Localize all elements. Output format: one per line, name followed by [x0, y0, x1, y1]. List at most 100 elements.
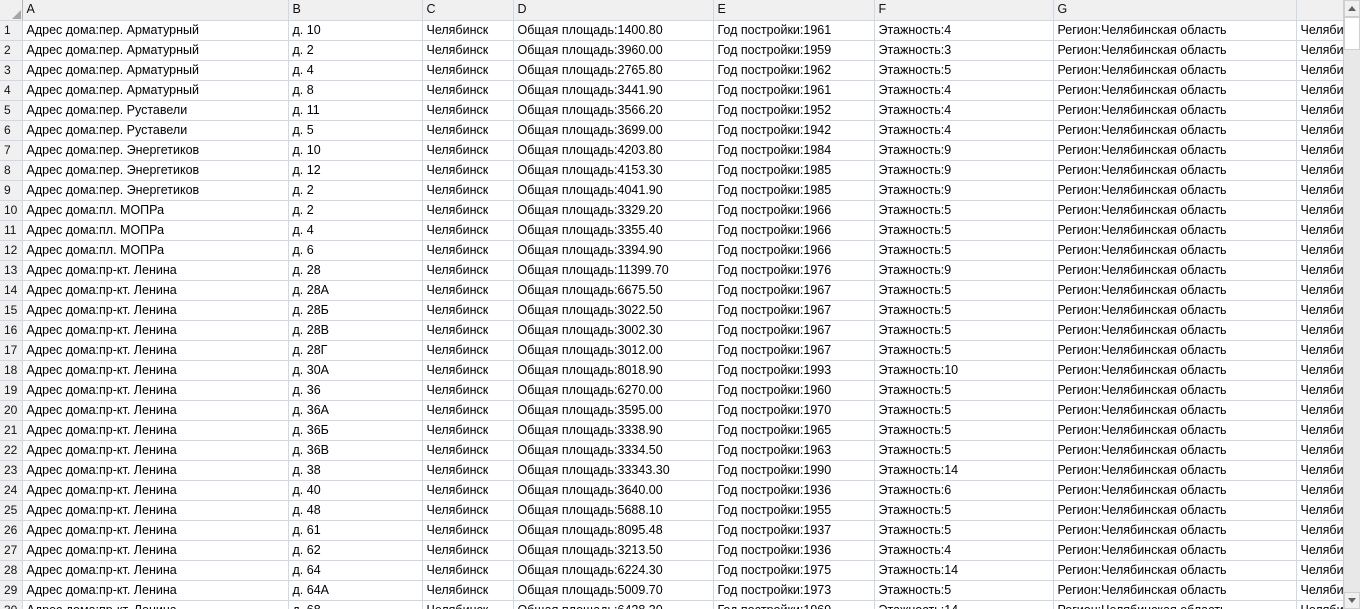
- cell-D2[interactable]: Общая площадь:3960.00: [513, 40, 714, 61]
- cell-G26[interactable]: Регион:Челябинская область: [1053, 520, 1297, 541]
- cell-G2[interactable]: Регион:Челябинская область: [1053, 40, 1297, 61]
- row-header[interactable]: 24: [0, 480, 23, 501]
- cell-H14[interactable]: Челяби: [1296, 280, 1343, 301]
- cell-E3[interactable]: Год постройки:1962: [713, 60, 875, 81]
- cell-F18[interactable]: Этажность:10: [874, 360, 1054, 381]
- cell-D22[interactable]: Общая площадь:3334.50: [513, 440, 714, 461]
- cell-E30[interactable]: Год постройки:1969: [713, 600, 875, 609]
- table-row[interactable]: 15 Адрес дома:пр-кт. Ленина д. 28Б Челябинс…: [0, 300, 1343, 321]
- table-row[interactable]: 11 Адрес дома:пл. МОПРа д. 4 Челябинск Общая…: [0, 220, 1343, 241]
- cell-F8[interactable]: Этажность:9: [874, 160, 1054, 181]
- cell-E29[interactable]: Год постройки:1973: [713, 580, 875, 601]
- cell-E10[interactable]: Год постройки:1966: [713, 200, 875, 221]
- cell-E8[interactable]: Год постройки:1985: [713, 160, 875, 181]
- table-row[interactable]: 5 Адрес дома:пер. Руставели д. 11 Челябинск…: [0, 100, 1343, 121]
- cell-A8[interactable]: Адрес дома:пер. Энергетиков: [22, 160, 289, 181]
- cell-A1[interactable]: Адрес дома:пер. Арматурный: [22, 20, 289, 41]
- cell-B7[interactable]: д. 10: [288, 140, 423, 161]
- vertical-scrollbar[interactable]: [1343, 0, 1360, 609]
- column-header-e[interactable]: E: [713, 0, 875, 21]
- cell-F23[interactable]: Этажность:14: [874, 460, 1054, 481]
- cell-D30[interactable]: Общая площадь:6428.30: [513, 600, 714, 609]
- cell-C5[interactable]: Челябинск: [422, 100, 514, 121]
- cell-H24[interactable]: Челяби: [1296, 480, 1343, 501]
- row-header[interactable]: 26: [0, 520, 23, 541]
- cell-H29[interactable]: Челяби: [1296, 580, 1343, 601]
- cell-E28[interactable]: Год постройки:1975: [713, 560, 875, 581]
- cell-F2[interactable]: Этажность:3: [874, 40, 1054, 61]
- cell-A2[interactable]: Адрес дома:пер. Арматурный: [22, 40, 289, 61]
- spreadsheet-body[interactable]: 1 Адрес дома:пер. Арматурный д. 10 Челябинс…: [0, 20, 1343, 609]
- cell-E2[interactable]: Год постройки:1959: [713, 40, 875, 61]
- table-row[interactable]: 18 Адрес дома:пр-кт. Ленина д. 30А Челябинс…: [0, 360, 1343, 381]
- cell-F28[interactable]: Этажность:14: [874, 560, 1054, 581]
- cell-B2[interactable]: д. 2: [288, 40, 423, 61]
- table-row[interactable]: 7 Адрес дома:пер. Энергетиков д. 10 Челябин…: [0, 140, 1343, 161]
- row-header[interactable]: 27: [0, 540, 23, 561]
- cell-H3[interactable]: Челяби: [1296, 60, 1343, 81]
- table-row[interactable]: 21 Адрес дома:пр-кт. Ленина д. 36Б Челябинс…: [0, 420, 1343, 441]
- cell-D13[interactable]: Общая площадь:11399.70: [513, 260, 714, 281]
- cell-A22[interactable]: Адрес дома:пр-кт. Ленина: [22, 440, 289, 461]
- table-row[interactable]: 25 Адрес дома:пр-кт. Ленина д. 48 Челябинск…: [0, 500, 1343, 521]
- table-row[interactable]: 12 Адрес дома:пл. МОПРа д. 6 Челябинск Общая…: [0, 240, 1343, 261]
- cell-B30[interactable]: д. 68: [288, 600, 423, 609]
- table-row[interactable]: 23 Адрес дома:пр-кт. Ленина д. 38 Челябинск…: [0, 460, 1343, 481]
- row-header[interactable]: 16: [0, 320, 23, 341]
- cell-F7[interactable]: Этажность:9: [874, 140, 1054, 161]
- cell-G28[interactable]: Регион:Челябинская область: [1053, 560, 1297, 581]
- row-header[interactable]: 21: [0, 420, 23, 441]
- cell-B6[interactable]: д. 5: [288, 120, 423, 141]
- cell-A10[interactable]: Адрес дома:пл. МОПРа: [22, 200, 289, 221]
- row-header[interactable]: 22: [0, 440, 23, 461]
- row-header[interactable]: 13: [0, 260, 23, 281]
- cell-A29[interactable]: Адрес дома:пр-кт. Ленина: [22, 580, 289, 601]
- cell-D12[interactable]: Общая площадь:3394.90: [513, 240, 714, 261]
- cell-C18[interactable]: Челябинск: [422, 360, 514, 381]
- cell-F5[interactable]: Этажность:4: [874, 100, 1054, 121]
- cell-A19[interactable]: Адрес дома:пр-кт. Ленина: [22, 380, 289, 401]
- cell-A15[interactable]: Адрес дома:пр-кт. Ленина: [22, 300, 289, 321]
- cell-H21[interactable]: Челяби: [1296, 420, 1343, 441]
- cell-C17[interactable]: Челябинск: [422, 340, 514, 361]
- row-header[interactable]: 3: [0, 60, 23, 81]
- cell-H22[interactable]: Челяби: [1296, 440, 1343, 461]
- cell-F27[interactable]: Этажность:4: [874, 540, 1054, 561]
- cell-H19[interactable]: Челяби: [1296, 380, 1343, 401]
- cell-C21[interactable]: Челябинск: [422, 420, 514, 441]
- table-row[interactable]: 6 Адрес дома:пер. Руставели д. 5 Челябинск О…: [0, 120, 1343, 141]
- cell-H8[interactable]: Челяби: [1296, 160, 1343, 181]
- select-all-corner[interactable]: [0, 0, 23, 21]
- cell-F20[interactable]: Этажность:5: [874, 400, 1054, 421]
- cell-H27[interactable]: Челяби: [1296, 540, 1343, 561]
- row-header[interactable]: 18: [0, 360, 23, 381]
- cell-E5[interactable]: Год постройки:1952: [713, 100, 875, 121]
- cell-H11[interactable]: Челяби: [1296, 220, 1343, 241]
- cell-H12[interactable]: Челяби: [1296, 240, 1343, 261]
- cell-F15[interactable]: Этажность:5: [874, 300, 1054, 321]
- row-header[interactable]: 6: [0, 120, 23, 141]
- cell-E14[interactable]: Год постройки:1967: [713, 280, 875, 301]
- cell-E24[interactable]: Год постройки:1936: [713, 480, 875, 501]
- cell-A27[interactable]: Адрес дома:пр-кт. Ленина: [22, 540, 289, 561]
- column-header-a[interactable]: A: [22, 0, 289, 21]
- cell-G10[interactable]: Регион:Челябинская область: [1053, 200, 1297, 221]
- cell-H25[interactable]: Челяби: [1296, 500, 1343, 521]
- cell-E16[interactable]: Год постройки:1967: [713, 320, 875, 341]
- cell-G5[interactable]: Регион:Челябинская область: [1053, 100, 1297, 121]
- table-row[interactable]: 3 Адрес дома:пер. Арматурный д. 4 Челябинск…: [0, 60, 1343, 81]
- column-header-f[interactable]: F: [874, 0, 1054, 21]
- cell-C29[interactable]: Челябинск: [422, 580, 514, 601]
- cell-F22[interactable]: Этажность:5: [874, 440, 1054, 461]
- cell-F3[interactable]: Этажность:5: [874, 60, 1054, 81]
- cell-G18[interactable]: Регион:Челябинская область: [1053, 360, 1297, 381]
- cell-A21[interactable]: Адрес дома:пр-кт. Ленина: [22, 420, 289, 441]
- cell-A20[interactable]: Адрес дома:пр-кт. Ленина: [22, 400, 289, 421]
- cell-G17[interactable]: Регион:Челябинская область: [1053, 340, 1297, 361]
- cell-D5[interactable]: Общая площадь:3566.20: [513, 100, 714, 121]
- cell-G27[interactable]: Регион:Челябинская область: [1053, 540, 1297, 561]
- cell-E9[interactable]: Год постройки:1985: [713, 180, 875, 201]
- cell-A25[interactable]: Адрес дома:пр-кт. Ленина: [22, 500, 289, 521]
- table-row[interactable]: 24 Адрес дома:пр-кт. Ленина д. 40 Челябинск…: [0, 480, 1343, 501]
